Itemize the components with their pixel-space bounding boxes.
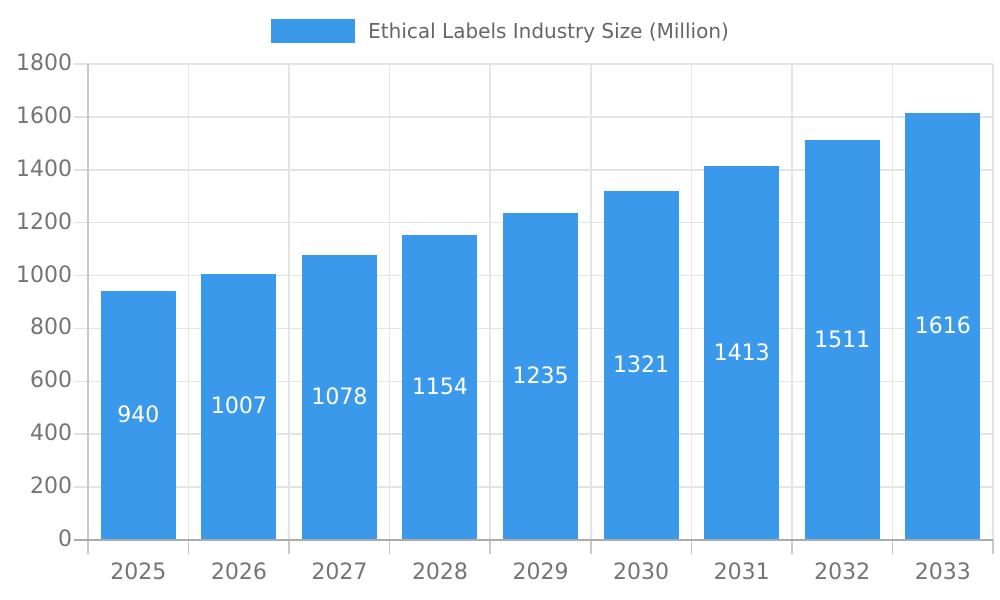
x-axis-tick-label: 2027 [311,560,368,585]
y-axis-tick [74,486,88,488]
bar-value-label: 1154 [411,374,468,400]
bar-value-label: 940 [117,403,160,429]
x-axis-tick-label: 2030 [613,560,670,585]
x-axis-tick [489,540,491,554]
x-axis-tick-label: 2028 [411,560,468,585]
y-axis-tick-label: 600 [30,368,72,394]
x-gridline [187,64,190,540]
x-axis-tick [288,540,290,554]
x-axis-tick-label: 2025 [110,560,167,585]
y-axis-tick [74,433,88,435]
bar-value-label: 1078 [311,384,368,410]
y-axis-tick-label: 0 [58,527,72,552]
bar[interactable]: 1413 [704,166,780,540]
x-gridline [690,64,693,540]
bar-value-label: 1235 [512,364,569,390]
bar[interactable]: 1235 [503,213,578,540]
x-gridline [288,64,290,540]
bar-value-label: 1616 [914,313,971,339]
y-axis-tick-label: 400 [30,421,72,447]
x-gridline [590,64,592,540]
x-axis-tick [791,540,793,554]
x-axis-tick-label: 2029 [512,560,569,585]
y-axis-line [87,64,89,554]
y-gridline [88,116,993,118]
y-axis-tick-label: 800 [30,315,72,341]
y-axis-tick-label: 1600 [16,103,72,129]
y-axis-tick-label: 1400 [16,156,72,182]
x-gridline [388,64,391,540]
y-gridline [88,63,993,65]
bar[interactable]: 1007 [201,273,277,540]
y-axis-tick [74,327,88,330]
bar[interactable]: 1321 [603,190,679,540]
y-axis-tick [74,274,88,277]
bar[interactable]: 1078 [301,254,377,540]
bar-value-label: 1007 [210,394,267,420]
y-axis-tick-label: 1800 [16,51,72,76]
x-axis-tick-label: 2031 [713,560,770,585]
y-axis-tick-label: 200 [30,474,72,500]
x-axis-tick-label: 2032 [814,560,871,585]
x-axis-tick-label: 2033 [914,560,971,585]
bar[interactable]: 940 [100,291,176,540]
y-gridline [88,169,993,171]
x-gridline [489,64,491,540]
x-axis-line [74,539,993,541]
x-axis-tick [590,540,592,554]
x-axis-tick [187,540,190,554]
y-axis-tick-label: 1000 [16,262,72,288]
legend-item-industry-size[interactable]: Ethical Labels Industry Size (Million) [271,19,729,43]
y-axis-tick [74,116,88,118]
x-axis-tick [891,540,894,554]
x-gridline [791,64,793,540]
y-axis-tick [74,221,88,224]
x-axis-tick [992,540,994,554]
bar-value-label: 1321 [613,352,670,378]
x-axis-tick [690,540,693,554]
y-axis-tick [74,169,88,171]
bar[interactable]: 1616 [905,112,981,540]
x-gridline [891,64,894,540]
y-axis-tick-label: 1200 [16,209,72,235]
bar-value-label: 1413 [713,340,770,366]
y-axis-tick [74,380,88,383]
legend-label: Ethical Labels Industry Size (Million) [368,19,729,43]
x-gridline [992,64,994,540]
x-axis-tick [388,540,391,554]
chart-legend: Ethical Labels Industry Size (Million) [0,19,1000,43]
y-axis-tick [74,63,88,65]
bar[interactable]: 1511 [804,140,880,540]
x-axis-tick-label: 2026 [210,560,267,585]
bar-value-label: 1511 [814,327,871,353]
bar[interactable]: 1154 [402,234,478,540]
legend-color-swatch [271,19,356,43]
